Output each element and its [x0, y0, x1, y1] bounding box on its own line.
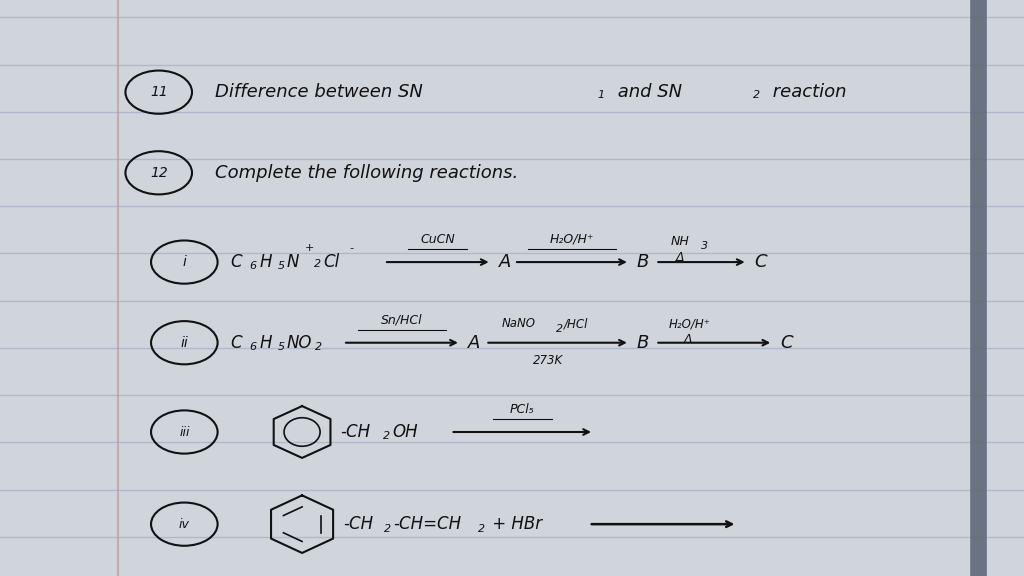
Text: Δ: Δ — [676, 251, 684, 264]
Text: B: B — [637, 253, 649, 271]
Text: 6: 6 — [249, 261, 256, 271]
Text: C: C — [755, 253, 767, 271]
Text: 273K: 273K — [532, 354, 563, 366]
Text: 2: 2 — [384, 524, 391, 533]
Text: H₂O/H⁺: H₂O/H⁺ — [669, 317, 711, 330]
Text: +: + — [305, 244, 314, 253]
Text: Difference between SN: Difference between SN — [215, 83, 423, 101]
Text: iv: iv — [179, 518, 189, 530]
Text: Complete the following reactions.: Complete the following reactions. — [215, 164, 518, 182]
Text: i: i — [182, 255, 186, 269]
Text: 5: 5 — [278, 342, 285, 351]
Text: H₂O/H⁺: H₂O/H⁺ — [550, 233, 594, 246]
Text: 2: 2 — [314, 259, 322, 268]
Text: Sn/HCl: Sn/HCl — [381, 313, 423, 327]
Text: 2: 2 — [478, 524, 485, 533]
Text: H: H — [259, 334, 271, 352]
Text: 12: 12 — [150, 166, 168, 180]
Text: + HBr: + HBr — [487, 515, 543, 533]
Text: N: N — [287, 253, 299, 271]
Text: -CH: -CH — [343, 515, 373, 533]
Text: 3: 3 — [701, 241, 709, 251]
Text: 2: 2 — [383, 431, 390, 441]
Text: and SN: and SN — [612, 83, 682, 101]
Text: 2: 2 — [556, 324, 563, 334]
Text: 6: 6 — [249, 342, 256, 351]
Text: 2: 2 — [315, 342, 323, 351]
Text: -CH=CH: -CH=CH — [393, 515, 462, 533]
Text: H: H — [259, 253, 271, 271]
Text: PCl₅: PCl₅ — [510, 403, 535, 416]
Text: A: A — [468, 334, 480, 352]
Text: 11: 11 — [150, 85, 168, 99]
Text: /HCl: /HCl — [564, 317, 589, 330]
Text: C: C — [780, 334, 793, 352]
Text: Cl: Cl — [324, 253, 340, 271]
Text: -CH: -CH — [340, 423, 370, 441]
Text: 5: 5 — [278, 261, 285, 271]
Text: OH: OH — [392, 423, 418, 441]
Text: -: - — [349, 244, 353, 253]
Text: 2: 2 — [753, 90, 760, 100]
Text: NH: NH — [671, 236, 689, 248]
Text: B: B — [637, 334, 649, 352]
Text: NO: NO — [287, 334, 312, 352]
Text: C: C — [230, 334, 242, 352]
Text: ii: ii — [180, 336, 188, 350]
Text: C: C — [230, 253, 242, 271]
Text: 1: 1 — [597, 90, 604, 100]
Text: iii: iii — [179, 426, 189, 438]
Text: Δ: Δ — [684, 334, 692, 346]
Text: reaction: reaction — [767, 83, 847, 101]
Text: NaNO: NaNO — [502, 317, 536, 330]
Text: CuCN: CuCN — [421, 233, 455, 246]
Text: A: A — [499, 253, 511, 271]
